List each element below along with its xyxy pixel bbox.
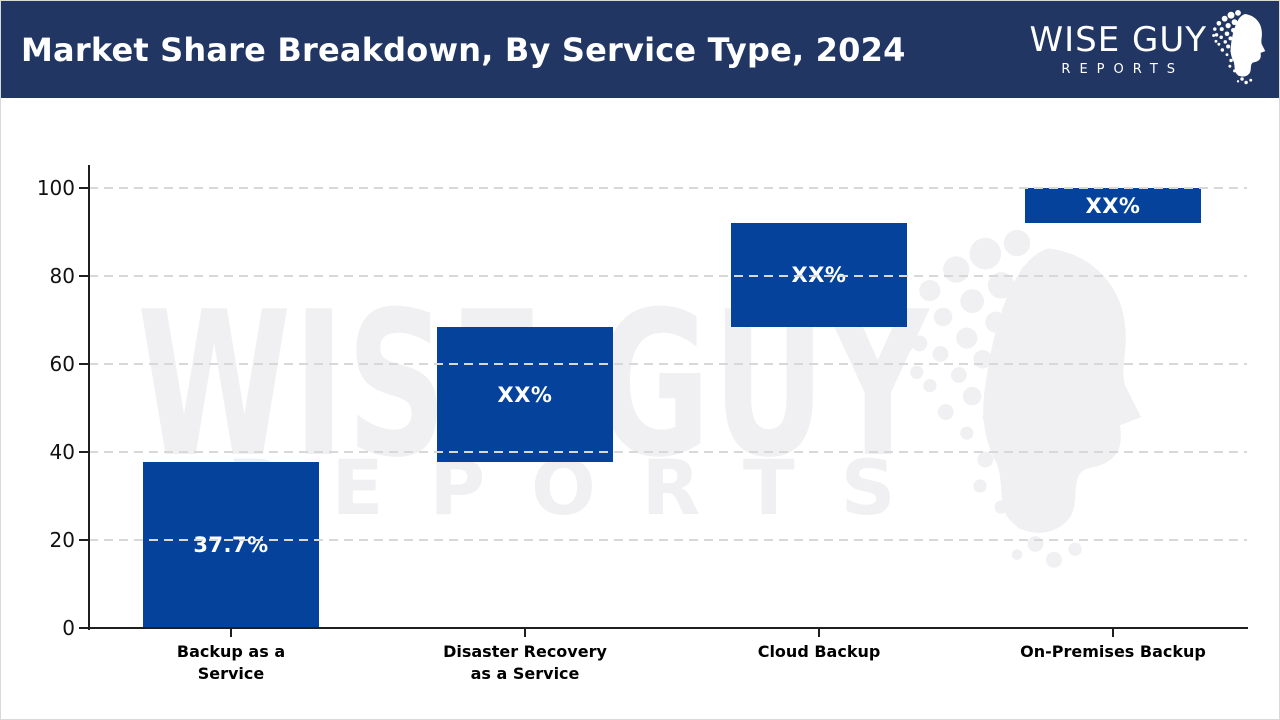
y-tick (79, 275, 88, 277)
y-tick-label: 60 (49, 352, 75, 376)
gridline-y20 (89, 539, 1247, 541)
logo-sub-text: REPORTS (1061, 61, 1185, 77)
page-title: Market Share Breakdown, By Service Type,… (21, 30, 906, 69)
gridline-y100 (89, 187, 1247, 189)
bar-1: 37.7% (143, 462, 319, 628)
bar-value-label: XX% (497, 382, 553, 407)
y-tick-label: 0 (62, 616, 75, 640)
y-tick-label: 20 (49, 528, 75, 552)
gridline-y60 (89, 363, 1247, 365)
logo-head-icon (1212, 9, 1266, 84)
y-tick (79, 451, 88, 453)
bar-4: XX% (1025, 188, 1201, 224)
y-tick-label: 100 (36, 176, 75, 200)
category-label: Backup as a Service (176, 642, 286, 683)
x-tick (818, 629, 820, 637)
logo-name-text: WISE GUY (1029, 19, 1207, 60)
brand-logo: WISE GUY REPORTS (1029, 9, 1267, 91)
x-tick (230, 629, 232, 637)
watermark-head-icon (899, 229, 1142, 568)
x-axis-line (88, 627, 1248, 629)
category-label: On-Premises Backup (1020, 642, 1206, 661)
category-label: Disaster Recovery as a Service (443, 642, 607, 683)
bar-value-label: 37.7% (193, 533, 269, 558)
gridline-y40 (89, 451, 1247, 453)
y-tick (79, 539, 88, 541)
y-tick-label: 80 (49, 264, 75, 288)
header: Market Share Breakdown, By Service Type,… (1, 1, 1279, 98)
y-tick (79, 187, 88, 189)
bar-value-label: XX% (1085, 193, 1141, 218)
bar-2: XX% (437, 327, 613, 463)
y-tick (79, 363, 88, 365)
logo-wordmark: WISE GUY REPORTS (1029, 23, 1207, 77)
gridline-y80 (89, 275, 1247, 277)
y-tick-label: 40 (49, 440, 75, 464)
x-tick (524, 629, 526, 637)
y-tick (79, 627, 88, 629)
category-label: Cloud Backup (757, 642, 881, 661)
x-tick (1112, 629, 1114, 637)
y-axis-line (88, 165, 90, 630)
